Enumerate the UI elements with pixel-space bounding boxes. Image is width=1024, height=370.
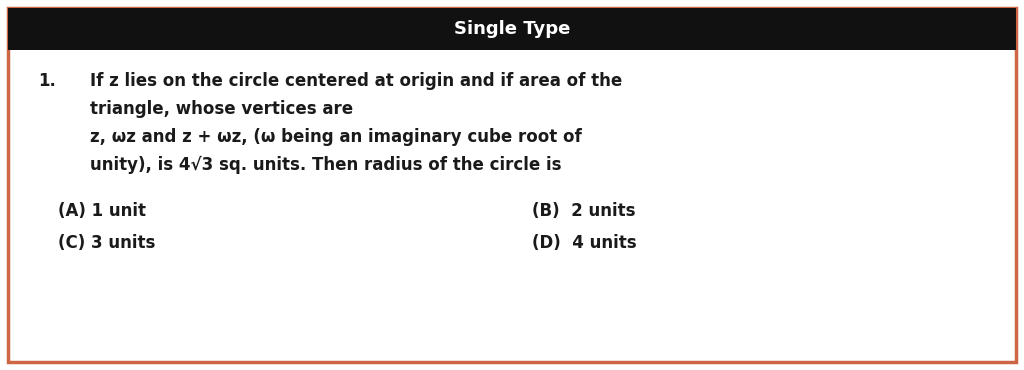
Text: (B)  2 units: (B) 2 units: [532, 202, 636, 220]
Text: z, ωz and z + ωz, (ω being an imaginary cube root of: z, ωz and z + ωz, (ω being an imaginary …: [90, 128, 582, 146]
Bar: [8, 8, 1016, 50]
Text: unity), is 4√3 sq. units. Then radius of the circle is: unity), is 4√3 sq. units. Then radius of…: [90, 156, 561, 174]
Text: triangle, whose vertices are: triangle, whose vertices are: [90, 100, 353, 118]
Text: (C) 3 units: (C) 3 units: [58, 234, 156, 252]
Text: If z lies on the circle centered at origin and if area of the: If z lies on the circle centered at orig…: [90, 72, 623, 90]
Text: (A) 1 unit: (A) 1 unit: [58, 202, 146, 220]
Text: Single Type: Single Type: [454, 20, 570, 38]
Text: (D)  4 units: (D) 4 units: [532, 234, 637, 252]
Text: 1.: 1.: [38, 72, 56, 90]
